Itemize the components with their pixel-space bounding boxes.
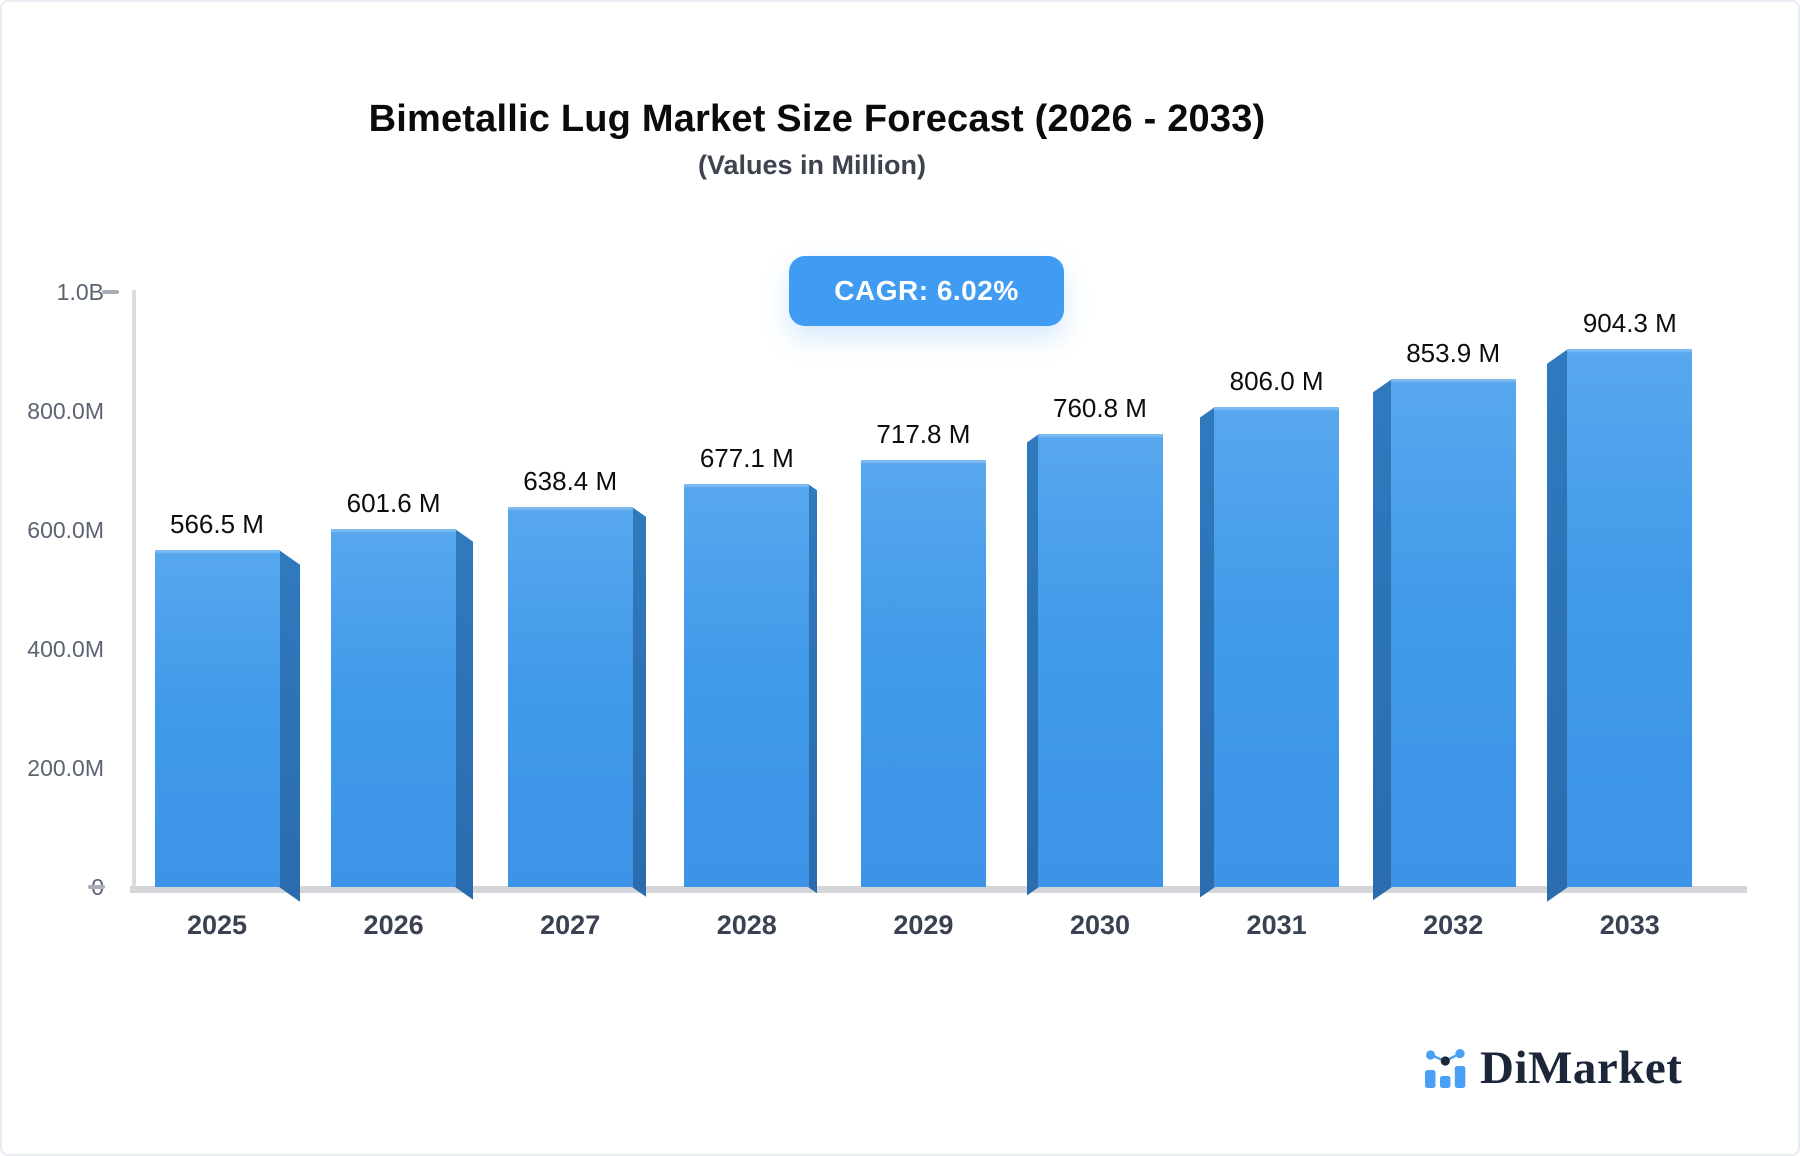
x-axis-label-2026: 2026 bbox=[363, 910, 424, 940]
bar-side-face bbox=[278, 550, 300, 902]
cagr-badge-label: CAGR: 6.02% bbox=[834, 275, 1019, 306]
bar-value-label: 601.6 M bbox=[346, 488, 441, 518]
axis-tick bbox=[102, 289, 119, 294]
bar-2028 bbox=[684, 484, 810, 887]
bar-value-label: 760.8 M bbox=[1053, 393, 1147, 423]
bar-2030 bbox=[1037, 434, 1163, 887]
bar-2029 bbox=[860, 460, 986, 887]
bar-value-label: 904.3 M bbox=[1582, 308, 1677, 338]
dimarket-logo: DiMarket bbox=[1423, 1044, 1682, 1092]
axis-tick bbox=[88, 885, 105, 889]
cagr-badge: CAGR: 6.02% bbox=[789, 256, 1064, 326]
bar-value-label: 638.4 M bbox=[523, 466, 618, 496]
bar-2032 bbox=[1390, 379, 1516, 887]
x-axis-label-2025: 2025 bbox=[186, 910, 248, 940]
x-axis-label-2029: 2029 bbox=[893, 910, 954, 940]
bar-2033 bbox=[1567, 349, 1693, 887]
bar-side-face bbox=[1372, 379, 1392, 901]
y-axis-line bbox=[132, 290, 136, 887]
y-axis-tick-label: 400.0M bbox=[27, 635, 104, 662]
x-axis-label-2027: 2027 bbox=[540, 910, 601, 940]
bar-side-face bbox=[808, 484, 818, 894]
y-axis-tick-label: 600.0M bbox=[27, 516, 104, 543]
x-axis-label-2033: 2033 bbox=[1599, 910, 1660, 940]
y-axis-tick-label: 200.0M bbox=[27, 754, 104, 781]
bar-2026 bbox=[331, 529, 457, 887]
x-axis-label-2032: 2032 bbox=[1423, 910, 1484, 940]
bar-side-face bbox=[1547, 349, 1569, 902]
bar-value-label: 806.0 M bbox=[1229, 366, 1324, 396]
bar-2031 bbox=[1214, 407, 1340, 887]
x-axis-line bbox=[130, 886, 1747, 893]
bar-value-label: 677.1 M bbox=[699, 443, 794, 473]
bar-2025 bbox=[154, 550, 280, 887]
bar-2027 bbox=[507, 507, 633, 887]
bar-value-label: 853.9 M bbox=[1406, 338, 1501, 368]
x-axis-label-2030: 2030 bbox=[1069, 910, 1131, 940]
bar-side-face bbox=[1200, 407, 1216, 898]
x-axis-label-2031: 2031 bbox=[1246, 910, 1307, 940]
chart-subtitle: (Values in Million) bbox=[697, 150, 927, 180]
mini-bar-chart-icon bbox=[1425, 1049, 1466, 1088]
x-axis-label-2028: 2028 bbox=[716, 910, 777, 940]
logo-wordmark: DiMarket bbox=[1480, 1042, 1683, 1094]
bar-value-label: 717.8 M bbox=[876, 419, 971, 449]
bar-side-face bbox=[631, 507, 646, 897]
y-axis-tick-label: 1.0B bbox=[56, 278, 104, 305]
bar-value-label: 566.5 M bbox=[170, 509, 264, 539]
bar-side-face bbox=[455, 529, 474, 900]
chart-title: Bimetallic Lug Market Size Forecast (202… bbox=[368, 98, 1266, 140]
y-axis-tick-label: 800.0M bbox=[27, 397, 104, 424]
